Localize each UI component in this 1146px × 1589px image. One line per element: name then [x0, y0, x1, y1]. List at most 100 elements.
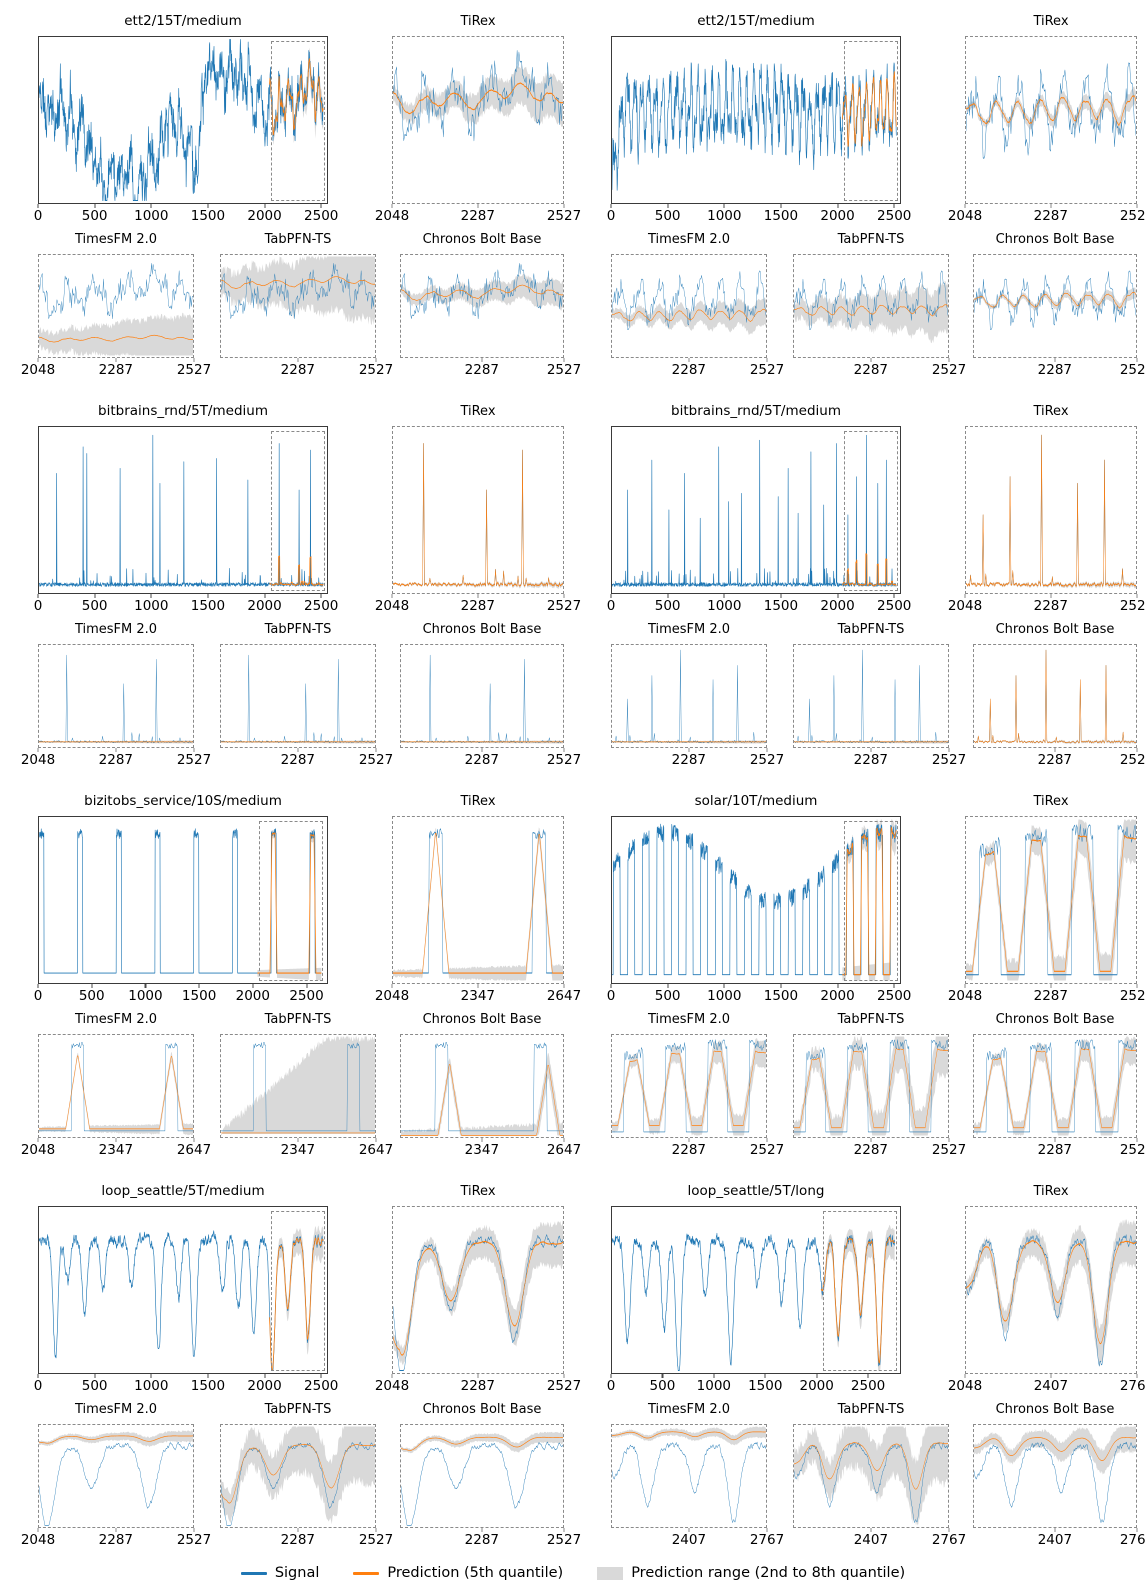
tick-mark	[37, 1138, 39, 1142]
tick-mark	[252, 984, 254, 988]
x-tick-label: 2000	[820, 208, 855, 224]
x-axis-ticks: 2048 2347 2647	[0, 984, 581, 1004]
model-forecast-plot	[793, 1034, 949, 1138]
x-tick-label: 2527	[749, 362, 785, 378]
x-tick-label: 500	[649, 1378, 676, 1394]
x-tick-label: 2287	[280, 362, 316, 378]
x-tick-label: 2527	[931, 752, 967, 768]
model-title-chronos-bolt-base: Chronos Bolt Base	[422, 1402, 542, 1417]
model-title-tirex: TiRex	[460, 794, 496, 809]
context-plot	[38, 816, 328, 984]
x-tick-label: 500	[81, 208, 108, 224]
x-tick-label: 2287	[1037, 1142, 1073, 1158]
model-title-tabpfn-ts: TabPFN-TS	[264, 1012, 332, 1027]
x-tick-label: 0	[606, 988, 616, 1004]
x-axis-ticks: 0 500 1000 1500 2000 2500	[573, 204, 1146, 224]
tick-mark	[37, 594, 39, 598]
model-forecast-plot	[38, 1034, 194, 1138]
tick-mark	[964, 984, 966, 988]
x-tick-label: 2287	[853, 1142, 889, 1158]
x-tick-label: 2287	[464, 362, 500, 378]
model-forecast-plot	[400, 644, 564, 748]
x-axis-ticks: 2407 2767	[573, 1528, 1146, 1548]
x-tick-label: 2048	[20, 752, 56, 768]
tick-mark	[1050, 594, 1052, 598]
model-title-tirex: TiRex	[1033, 794, 1069, 809]
tick-mark	[391, 594, 393, 598]
figure-legend: Signal Prediction (5th quantile) Predictio…	[0, 1565, 1146, 1581]
tick-mark	[688, 358, 690, 362]
tick-mark	[688, 1138, 690, 1142]
model-forecast-plot	[793, 1424, 949, 1528]
tick-mark	[964, 594, 966, 598]
tick-mark	[948, 1138, 950, 1142]
forecast-window-box	[258, 821, 324, 981]
legend-line-swatch	[353, 1571, 380, 1575]
x-axis-ticks: 2347 2647	[0, 1138, 573, 1158]
x-axis-ticks: 0 500 1000 1500 2000 2500	[573, 984, 1146, 1004]
x-tick-label: 1500	[190, 1378, 226, 1394]
x-tick-label: 2048	[947, 598, 983, 614]
model-forecast-plot	[392, 816, 564, 984]
tick-mark	[1136, 748, 1138, 752]
x-axis-ticks: 0 500 1000 1500 2000 2500	[0, 984, 573, 1004]
model-forecast-plot	[38, 1424, 194, 1528]
x-axis-ticks: 2287 2527	[573, 1138, 1146, 1158]
model-forecast-plot	[220, 254, 376, 358]
context-plot	[38, 426, 328, 594]
x-axis-ticks: 2048 2347 2647	[0, 1138, 573, 1158]
x-tick-label: 1000	[707, 988, 742, 1004]
model-forecast-plot	[611, 1034, 767, 1138]
context-plot	[611, 816, 901, 984]
model-title-timesfm-2-0: TimesFM 2.0	[647, 622, 731, 637]
tick-mark	[207, 594, 209, 598]
tick-mark	[144, 984, 147, 988]
x-axis-ticks: 0 500 1000 1500 2000 2500	[573, 594, 1146, 614]
tick-mark	[766, 1138, 768, 1142]
x-tick-label: 1000	[696, 1378, 732, 1394]
tick-mark	[481, 1138, 483, 1142]
x-tick-label: 2767	[931, 1532, 967, 1548]
x-axis-ticks: 2287 2527	[0, 358, 581, 378]
dataset-title: ett2/15T/medium	[124, 13, 242, 29]
x-tick-label: 2287	[671, 1142, 707, 1158]
tick-mark	[477, 204, 479, 208]
x-axis-ticks: 2287 2527	[573, 358, 1146, 378]
tick-mark	[1054, 1138, 1056, 1142]
tick-mark	[688, 748, 690, 752]
x-tick-label: 2527	[749, 1142, 785, 1158]
x-tick-label: 2527	[1119, 208, 1146, 224]
model-title-timesfm-2-0: TimesFM 2.0	[74, 1402, 158, 1417]
context-plot	[38, 36, 328, 204]
model-forecast-plot	[973, 254, 1137, 358]
x-tick-label: 2407	[1033, 1378, 1069, 1394]
x-tick-label: 2407	[671, 1532, 707, 1548]
x-tick-label: 2527	[931, 362, 967, 378]
tick-mark	[870, 358, 872, 362]
x-tick-label: 2527	[1119, 362, 1146, 378]
x-axis-ticks: 2287 2527	[0, 358, 573, 378]
tick-mark	[37, 358, 39, 362]
tick-mark	[207, 1374, 209, 1378]
forecast-window-box	[844, 41, 899, 201]
x-tick-label: 0	[606, 1378, 616, 1394]
tick-mark	[870, 1138, 872, 1142]
x-tick-label: 1500	[190, 598, 226, 614]
tick-mark	[150, 594, 152, 598]
tick-mark	[667, 594, 669, 598]
x-tick-label: 2048	[374, 208, 410, 224]
tick-mark	[481, 1528, 483, 1532]
x-tick-label: 1500	[763, 208, 799, 224]
tick-mark	[1054, 748, 1056, 752]
dataset-title: bitbrains_rnd/5T/medium	[98, 403, 268, 419]
tick-mark	[91, 984, 93, 988]
tick-mark	[867, 1374, 869, 1378]
model-title-tirex: TiRex	[1033, 404, 1069, 419]
x-tick-label: 2287	[280, 752, 316, 768]
legend-item: Signal	[240, 1565, 319, 1581]
x-tick-label: 2407	[1037, 1532, 1073, 1548]
x-axis-ticks: 2287 2527	[0, 748, 573, 768]
x-axis-ticks: 2287 2527	[573, 748, 1146, 768]
model-forecast-plot	[611, 1424, 767, 1528]
tick-mark	[320, 1374, 322, 1378]
